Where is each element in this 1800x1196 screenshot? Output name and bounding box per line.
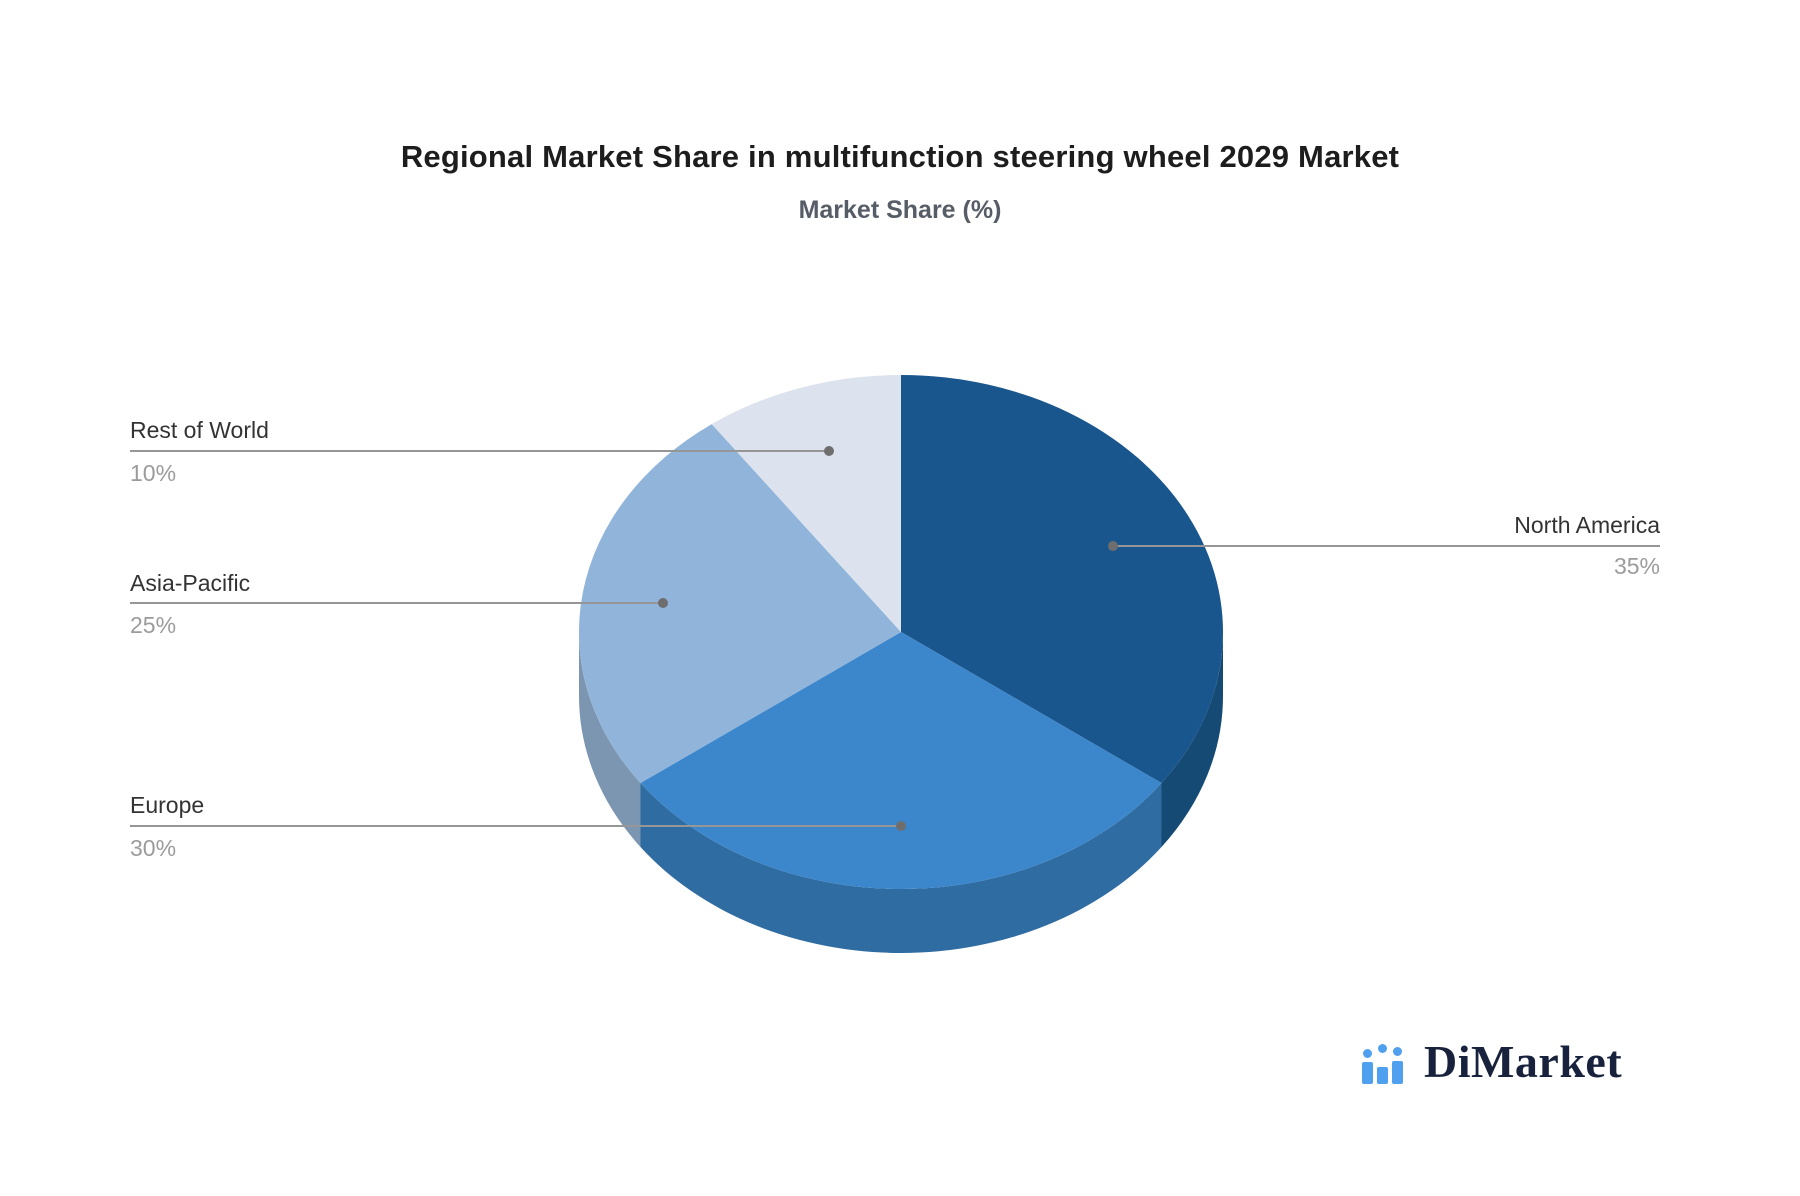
leader-dot-europe (896, 821, 906, 831)
logo-bar-3 (1392, 1061, 1403, 1084)
chart-subtitle: Market Share (%) (798, 196, 1002, 224)
pie-side-asia-pacific (579, 632, 641, 848)
callout-name-rest-of-world: Rest of World (130, 417, 269, 443)
leader-line-asia-pacific (130, 602, 663, 604)
pie-slice-rest-of-world[interactable] (711, 375, 901, 632)
callout-value-europe: 30% (130, 835, 177, 861)
leader-line-europe (130, 825, 901, 827)
dimarket-logo: DiMarket (1362, 1036, 1623, 1087)
pie-side-europe (640, 783, 1162, 953)
bar-chart-icon (1362, 1040, 1408, 1084)
pie-slice-europe[interactable] (640, 632, 1162, 889)
callout-name-north-america: North America (1514, 512, 1660, 538)
callout-name-asia-pacific: Asia-Pacific (130, 570, 251, 596)
pie-slice-north-america[interactable] (901, 375, 1223, 784)
leader-dot-asia-pacific (658, 598, 668, 608)
logo-dot-1 (1363, 1049, 1372, 1058)
callout-value-asia-pacific: 25% (130, 612, 177, 638)
callout-name-europe: Europe (130, 792, 205, 818)
callout-value-north-america: 35% (1613, 553, 1660, 579)
logo-bar-1 (1362, 1062, 1373, 1084)
logo-bar-2 (1377, 1067, 1388, 1084)
logo-dot-2 (1378, 1044, 1387, 1053)
pie-slice-asia-pacific[interactable] (579, 424, 901, 784)
leader-line-north-america (1113, 545, 1660, 547)
pie-side-north-america (1161, 632, 1223, 848)
logo-text: DiMarket (1424, 1036, 1623, 1087)
leader-dot-rest-of-world (824, 446, 834, 456)
chart-title: Regional Market Share in multifunction s… (400, 139, 1400, 174)
leader-line-rest-of-world (130, 450, 829, 452)
logo-dot-3 (1393, 1047, 1402, 1056)
callout-value-rest-of-world: 10% (130, 460, 177, 486)
leader-dot-north-america (1108, 541, 1118, 551)
